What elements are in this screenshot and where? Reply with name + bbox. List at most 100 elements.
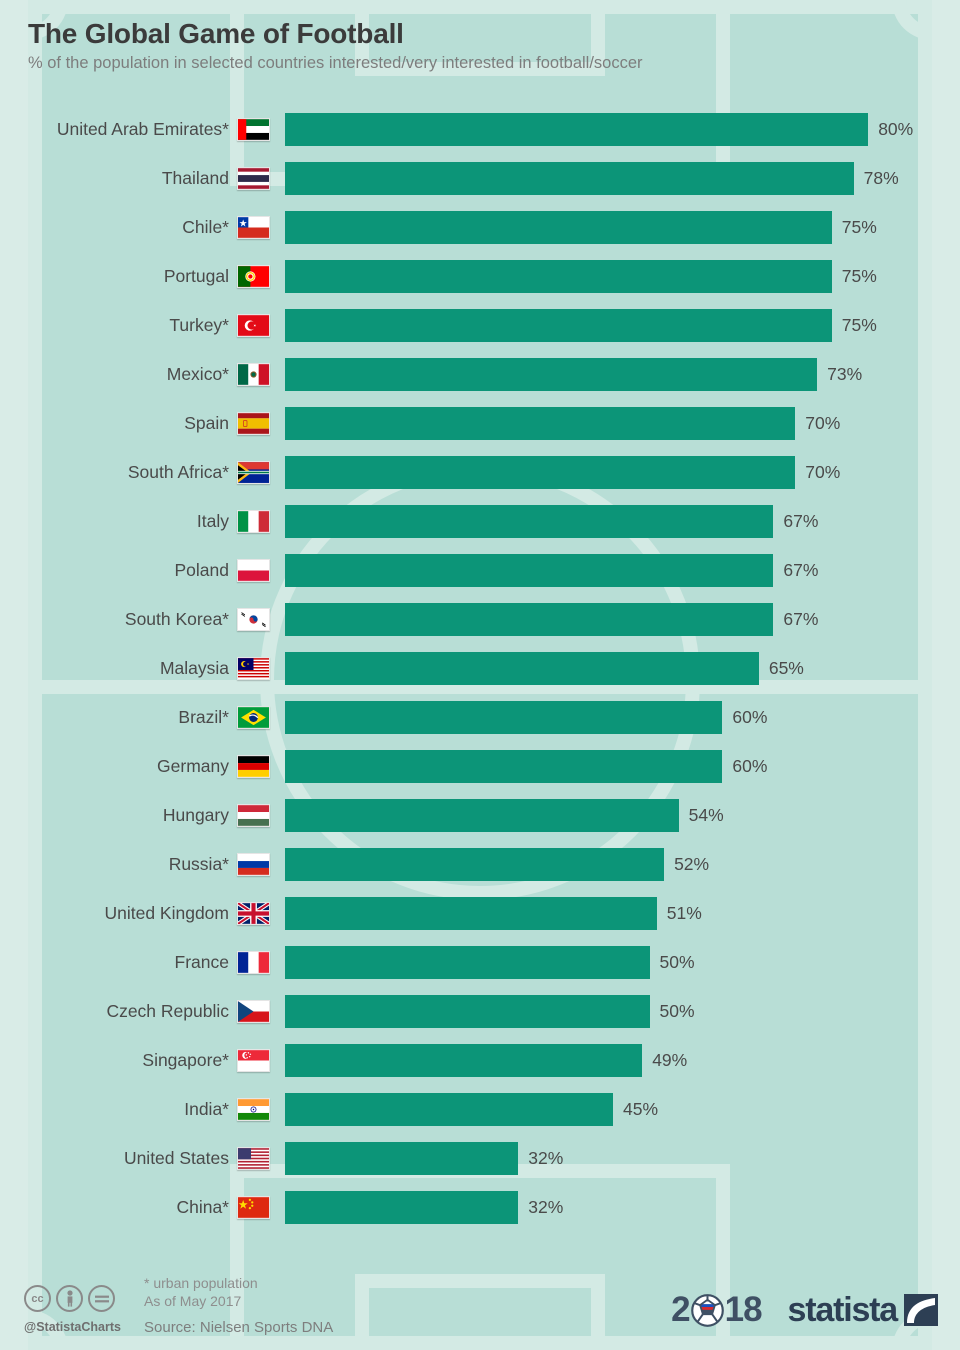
footnote-as-of-date: As of May 2017 [144, 1293, 242, 1309]
country-name: Thailand [161, 168, 229, 188]
bar-row: Turkey* 75% [0, 309, 960, 358]
country-name: Czech Republic [106, 1001, 229, 1021]
country-name: China* [176, 1197, 229, 1217]
bar-value-label: 67% [783, 609, 819, 629]
bar-row: France 50% [0, 946, 960, 995]
bar-row-label: France [175, 946, 270, 979]
bar [285, 897, 657, 930]
bar-row-label: Germany [157, 750, 270, 783]
bar-container: 32% [285, 1142, 563, 1175]
bar [285, 260, 832, 293]
country-name: Malaysia [159, 658, 229, 678]
bar-container: 60% [285, 701, 767, 734]
country-name: Chile* [182, 217, 229, 237]
bar-value-label: 70% [805, 462, 841, 482]
bar-row-label: South Korea* [125, 603, 270, 636]
country-name: France [174, 952, 229, 972]
cc-nd-equals-icon [88, 1285, 115, 1312]
page-title: The Global Game of Football [28, 18, 404, 49]
bar-value-label: 75% [841, 315, 877, 335]
bar-row-label: Poland [175, 554, 270, 587]
pitch-touchline-right [918, 0, 932, 1350]
country-name: United States [123, 1148, 229, 1168]
bar-row-label: Spain [184, 407, 270, 440]
flag-icon-gb [237, 902, 270, 925]
pitch-touchline-bottom [28, 1336, 932, 1350]
bar-value-label: 73% [827, 364, 863, 384]
bar-container: 75% [285, 260, 877, 293]
bar-container: 78% [285, 162, 899, 195]
country-name: United Kingdom [104, 903, 229, 923]
bar-row-label: China* [176, 1191, 270, 1224]
country-name: Turkey* [169, 315, 229, 335]
bar-value-label: 45% [623, 1099, 659, 1119]
flag-icon-in [237, 1098, 270, 1121]
bar-container: 32% [285, 1191, 563, 1224]
flag-icon-tr [237, 314, 270, 337]
bar [285, 211, 832, 244]
country-name: Mexico* [166, 364, 229, 384]
logo-2018-digit-2: 2 [671, 1290, 690, 1329]
bar-value-label: 65% [768, 658, 804, 678]
country-name: Brazil* [178, 707, 229, 727]
bar-container: 52% [285, 848, 709, 881]
bar-row: Thailand 78% [0, 162, 960, 211]
bar-value-label: 80% [878, 119, 914, 139]
flag-icon-kr [237, 608, 270, 631]
bar-container: 75% [285, 211, 877, 244]
source-text: Source: Nielsen Sports DNA [144, 1319, 334, 1336]
bar-container: 70% [285, 456, 840, 489]
bar-row-label: Chile* [182, 211, 270, 244]
pitch-touchline-left [28, 0, 42, 1350]
flag-icon-de [237, 755, 270, 778]
flag-icon-it [237, 510, 270, 533]
bar-row-label: United Arab Emirates* [57, 113, 270, 146]
bar [285, 995, 650, 1028]
bar-value-label: 51% [666, 903, 702, 923]
bar-row-label: Italy [197, 505, 270, 538]
bar-row: Spain 70% [0, 407, 960, 456]
bar-row-label: Russia* [169, 848, 270, 881]
bar-value-label: 32% [528, 1148, 564, 1168]
bar [285, 848, 665, 881]
bar-value-label: 52% [674, 854, 710, 874]
country-name: Spain [184, 413, 229, 433]
bar-row: India* 45% [0, 1093, 960, 1142]
statista-logo: statista [788, 1291, 938, 1330]
flag-icon-ru [237, 853, 270, 876]
bar-row-label: Portugal [164, 260, 270, 293]
bar [285, 652, 759, 685]
flag-icon-es [237, 412, 270, 435]
country-name: Germany [157, 756, 229, 776]
page-subtitle: % of the population in selected countrie… [28, 54, 643, 72]
pitch-goal-area-top [355, 0, 605, 76]
bar [285, 1093, 614, 1126]
bar-row: Singapore* 49% [0, 1044, 960, 1093]
bar [285, 1191, 519, 1224]
footer-logos: 2 18 st [671, 1290, 938, 1330]
bar-value-label: 60% [732, 707, 768, 727]
world-cup-2018-logo: 2 18 [671, 1290, 762, 1330]
pitch-goal-area-bottom [355, 1274, 605, 1350]
bar-value-label: 54% [688, 805, 724, 825]
flag-icon-za [237, 461, 270, 484]
bar-row: Malaysia 65% [0, 652, 960, 701]
bar-value-label: 50% [659, 952, 695, 972]
bar-row: China* 32% [0, 1191, 960, 1240]
bar-row: Mexico* 73% [0, 358, 960, 407]
creative-commons-icons: cc [24, 1285, 115, 1312]
bar [285, 946, 650, 979]
statista-handle: @StatistaCharts [24, 1320, 121, 1334]
bar-row-label: South Africa* [128, 456, 270, 489]
bar [285, 603, 774, 636]
bar [285, 799, 679, 832]
bar-row: Portugal 75% [0, 260, 960, 309]
bar-row: Germany 60% [0, 750, 960, 799]
bar-row-label: United Kingdom [104, 897, 270, 930]
bar [285, 358, 818, 391]
flag-icon-hu [237, 804, 270, 827]
bar-row-label: India* [184, 1093, 270, 1126]
bar [285, 1044, 643, 1077]
soccer-ball-icon [690, 1293, 724, 1327]
bar [285, 162, 854, 195]
